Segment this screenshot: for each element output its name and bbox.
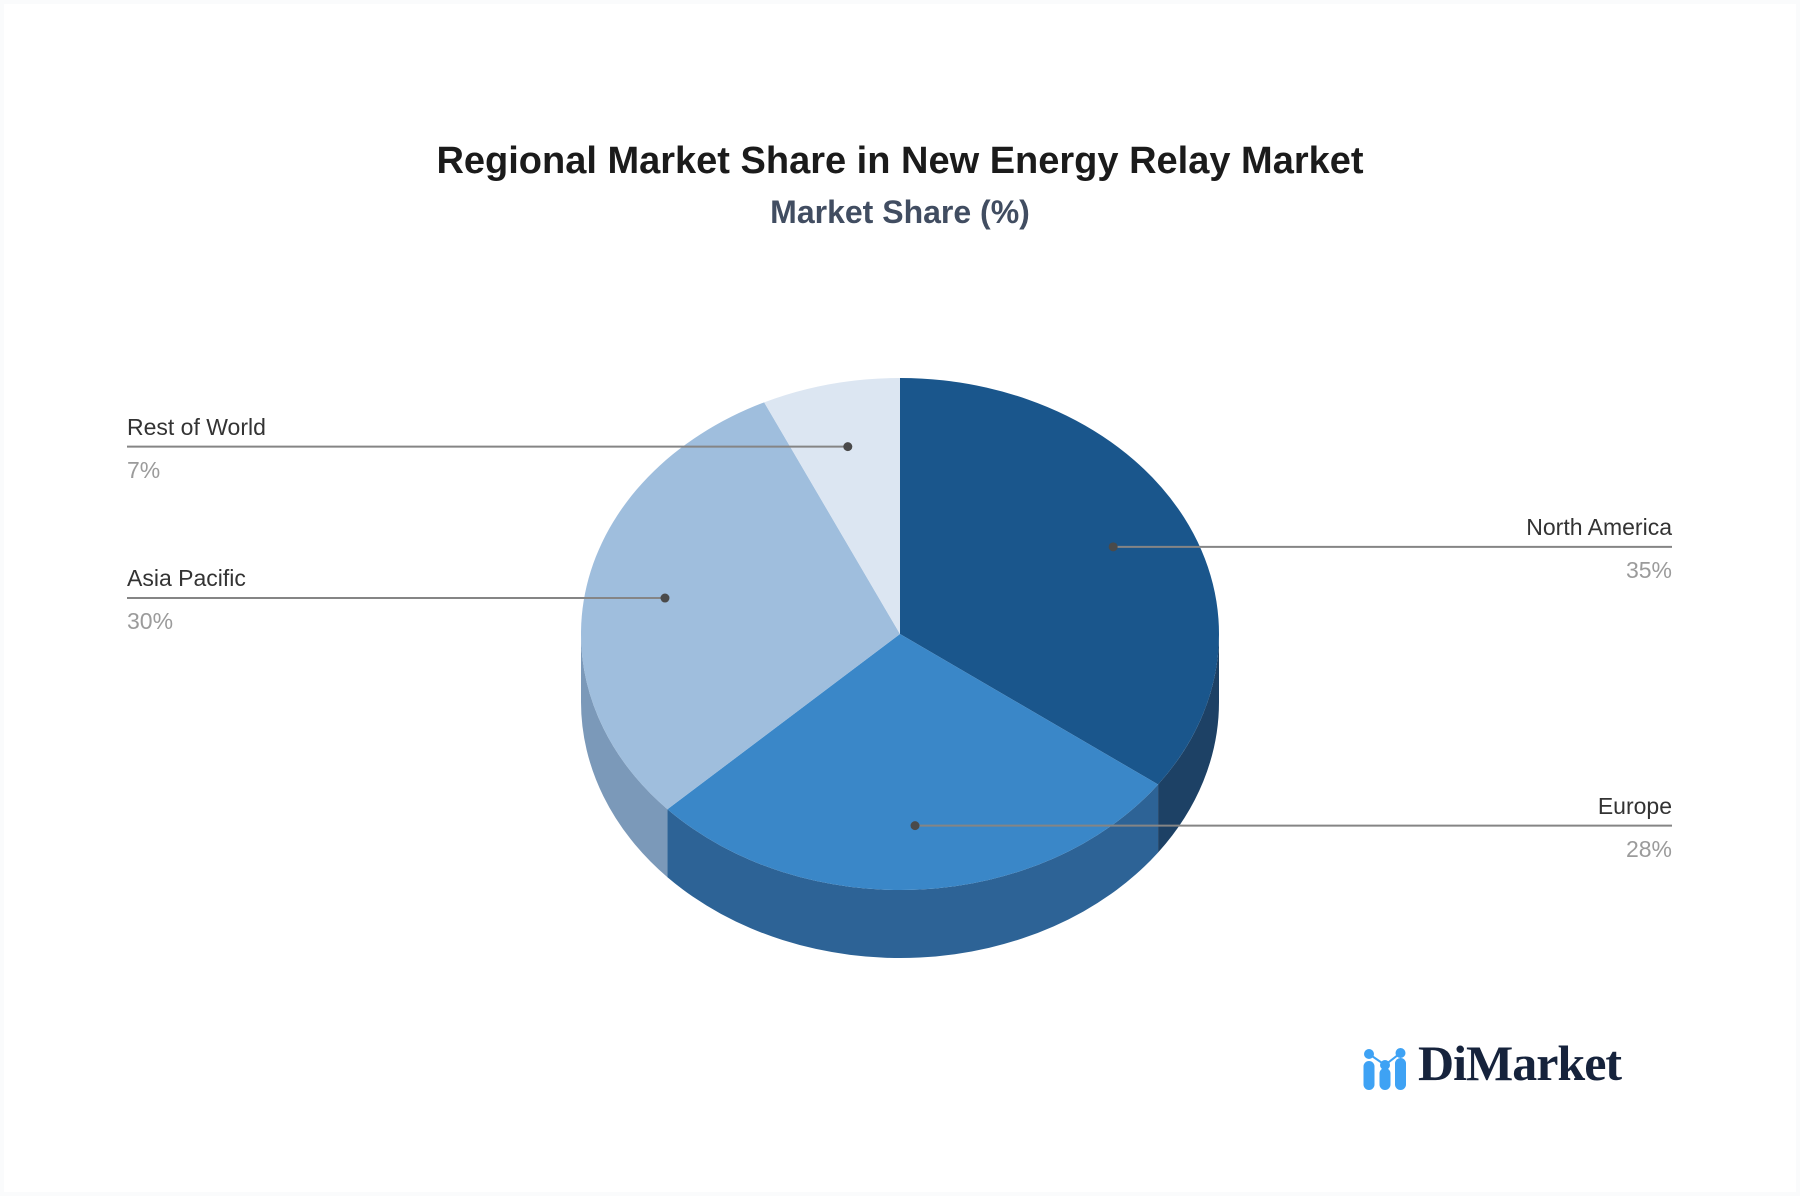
slice-name: Rest of World: [127, 413, 266, 440]
brand-name: DiMarket: [1418, 1035, 1622, 1091]
pie-slice-rest-of-world[interactable]: [764, 378, 900, 634]
logo-dot-3: [1395, 1048, 1406, 1058]
pie-slice-north-america[interactable]: [900, 378, 1219, 785]
brand-logo: DiMarket: [1363, 1035, 1622, 1091]
leader-dot-rest-of-world: [843, 442, 853, 452]
slice-value: 28%: [1625, 835, 1672, 862]
logo-dot-1: [1364, 1049, 1374, 1059]
chart-subtitle: Market Share (%): [770, 194, 1030, 230]
pie-slice-asia-pacific[interactable]: [580, 402, 900, 810]
logo-bar-1: [1363, 1061, 1375, 1090]
slice-name: Asia Pacific: [127, 565, 246, 592]
pie-side-europe: [667, 784, 1159, 959]
slice-value: 30%: [127, 608, 174, 635]
pie-side-north-america: [1158, 634, 1219, 853]
bar-chart-logo-icon: [1363, 1048, 1406, 1090]
logo-bar-2: [1379, 1068, 1391, 1090]
leader-dot-asia-pacific: [660, 593, 670, 603]
slice-value: 7%: [127, 456, 161, 483]
pie-side-asia-pacific: [581, 634, 668, 878]
leader-dot-europe: [910, 821, 920, 831]
logo-dot-2: [1380, 1060, 1390, 1070]
leader-dot-north-america: [1108, 542, 1118, 552]
chart-title: Regional Market Share in New Energy Rela…: [436, 140, 1364, 182]
slice-name: North America: [1526, 513, 1672, 540]
slice-value: 35%: [1625, 556, 1672, 583]
logo-bar-3: [1395, 1058, 1406, 1090]
slice-name: Europe: [1597, 792, 1672, 819]
